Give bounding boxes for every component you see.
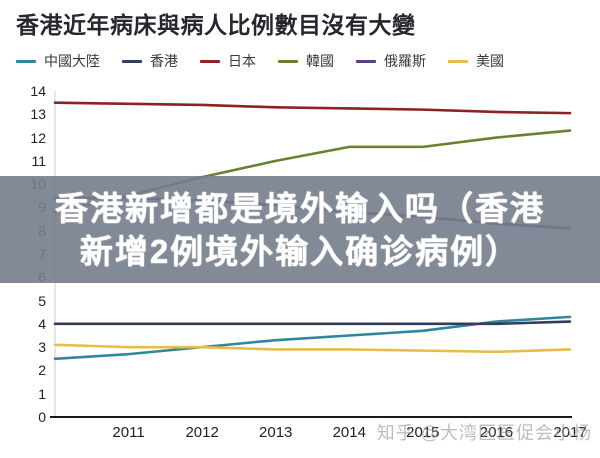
chart-title: 香港近年病床與病人比例數目沒有大變 xyxy=(16,12,416,38)
legend-label: 香港 xyxy=(150,53,178,69)
headline-overlay-text-line1: 香港新增都是境外输入吗（香港 xyxy=(55,189,545,227)
x-tick-label: 2016 xyxy=(479,424,514,441)
y-tick-label: 13 xyxy=(30,106,46,123)
legend-item-中國大陸: 中國大陸 xyxy=(16,51,100,71)
legend-swatch-icon xyxy=(16,59,36,63)
legend-label: 日本 xyxy=(228,53,256,69)
series-line-香港 xyxy=(53,320,572,326)
legend-item-韓國: 韓國 xyxy=(278,51,334,71)
series-line-日本 xyxy=(53,101,572,115)
x-tick-label: 2017 xyxy=(553,424,587,441)
y-tick-label: 1 xyxy=(38,385,46,402)
chart-legend: 中國大陸 香港 日本 韓國 俄羅斯 美國 xyxy=(16,51,504,71)
legend-label: 美國 xyxy=(476,53,504,69)
legend-swatch-icon xyxy=(356,59,376,63)
legend-item-俄羅斯: 俄羅斯 xyxy=(356,51,426,71)
y-tick-label: 12 xyxy=(30,129,46,146)
legend-label: 中國大陸 xyxy=(44,53,100,69)
y-tick-label: 3 xyxy=(38,339,46,356)
legend-item-香港: 香港 xyxy=(122,51,178,71)
legend-swatch-icon xyxy=(122,59,142,63)
legend-item-美國: 美國 xyxy=(448,51,504,71)
series-line-美國 xyxy=(53,343,572,354)
y-tick-label: 2 xyxy=(38,362,46,379)
headline-overlay-text-line2: 新增2例境外输入确诊病例） xyxy=(79,232,521,270)
zhihu-watermark: 知乎 @大湾区医促会小杨 xyxy=(376,423,592,443)
headline-overlay-band: 香港新增都是境外输入吗（香港 新增2例境外输入确诊病例） xyxy=(0,176,600,283)
legend-swatch-icon xyxy=(278,59,298,63)
legend-swatch-icon xyxy=(448,59,468,63)
legend-swatch-icon xyxy=(200,59,220,63)
legend-item-日本: 日本 xyxy=(200,51,256,71)
y-tick-label: 11 xyxy=(31,152,46,169)
x-tick-label: 2013 xyxy=(259,424,293,441)
x-tick-label: 2014 xyxy=(332,424,366,441)
y-tick-label: 4 xyxy=(38,315,46,332)
x-tick-label: 2015 xyxy=(406,424,440,441)
legend-label: 俄羅斯 xyxy=(384,53,426,69)
y-tick-label: 5 xyxy=(38,292,46,309)
y-tick-label: 14 xyxy=(30,83,46,99)
x-tick-label: 2011 xyxy=(112,424,145,441)
y-tick-label: 0 xyxy=(38,409,46,425)
x-tick-label: 2012 xyxy=(185,424,219,441)
legend-label: 韓國 xyxy=(306,53,334,69)
